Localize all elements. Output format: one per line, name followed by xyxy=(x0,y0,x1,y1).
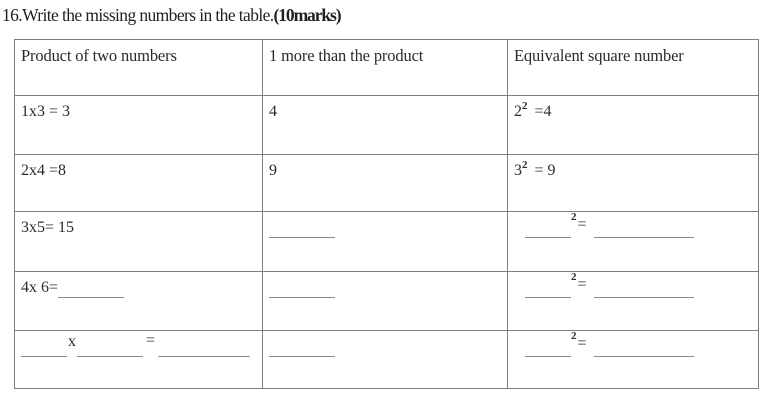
answer-blank-one-more-row5[interactable] xyxy=(269,344,335,357)
cell-product-row2: 2x4 =8 xyxy=(14,154,263,212)
product-expression-row4: 4x 6= xyxy=(21,279,59,296)
answer-blank-factor1-row5[interactable] xyxy=(21,344,67,357)
one-more-answer-row3 xyxy=(269,218,507,238)
header-cell-square: Equivalent square number xyxy=(507,39,759,96)
answer-blank-square-value-row5[interactable] xyxy=(593,344,694,357)
question-number: 16. xyxy=(2,5,23,25)
cell-one-more-row4 xyxy=(262,271,508,331)
missing-numbers-table: Product of two numbers 1 more than the p… xyxy=(14,39,759,389)
cell-square-row4: 2= xyxy=(507,271,759,331)
header-cell-one-more: 1 more than the product xyxy=(262,39,508,96)
answer-blank-factor2-row5[interactable] xyxy=(77,344,143,357)
square-exponent-row4: 2 xyxy=(571,270,577,283)
answer-blank-square-value-row3[interactable] xyxy=(593,225,694,238)
square-exponent-row1: 2 xyxy=(522,99,528,112)
question-heading: 16.Write the missing numbers in the tabl… xyxy=(2,4,742,28)
answer-blank-one-more-row3[interactable] xyxy=(269,225,335,238)
answer-blank-square-value-row4[interactable] xyxy=(593,285,694,298)
header-label-product: Product of two numbers xyxy=(21,46,177,65)
square-base-row2: 3 xyxy=(514,162,522,179)
cell-square-row2: 32 = 9 xyxy=(507,154,759,212)
question-marks: (10marks) xyxy=(273,5,342,25)
square-exponent-row3: 2 xyxy=(571,210,577,223)
cell-one-more-row3 xyxy=(262,211,508,272)
product-value-row4: 4x 6= xyxy=(21,278,262,298)
answer-blank-square-base-row5[interactable] xyxy=(525,344,571,357)
header-label-one-more: 1 more than the product xyxy=(269,46,424,65)
answer-blank-one-more-row4[interactable] xyxy=(269,285,335,298)
one-more-answer-row4 xyxy=(269,278,507,298)
square-expression-row4: 2= xyxy=(514,271,758,298)
header-label-square: Equivalent square number xyxy=(514,46,684,65)
equals-operator-row5: = xyxy=(146,332,156,349)
square-expression-row3: 2= xyxy=(514,211,758,238)
product-answer-row5: x = xyxy=(21,332,262,357)
table-row: 4x 6= 2= xyxy=(14,271,759,331)
product-value-row1: 1x3 = 3 xyxy=(21,103,71,120)
table-row: 2x4 =8 9 32 = 9 xyxy=(14,154,759,212)
square-expression-row2: 32 = 9 xyxy=(514,158,758,181)
cell-product-row1: 1x3 = 3 xyxy=(14,95,263,155)
header-cell-product: Product of two numbers xyxy=(14,39,263,96)
table-header-row: Product of two numbers 1 more than the p… xyxy=(14,39,759,96)
multiplication-operator-row5: x xyxy=(68,333,76,350)
one-more-answer-row5 xyxy=(269,337,507,357)
cell-one-more-row2: 9 xyxy=(262,154,508,212)
answer-blank-product-row5[interactable] xyxy=(158,344,251,357)
answer-blank-product-row4[interactable] xyxy=(58,285,125,298)
answer-blank-square-base-row3[interactable] xyxy=(525,225,571,238)
square-base-row1: 2 xyxy=(514,103,522,120)
square-equals-row4: = xyxy=(577,276,587,293)
cell-one-more-row1: 4 xyxy=(262,95,508,155)
cell-product-row4: 4x 6= xyxy=(14,271,263,331)
question-text: Write the missing numbers in the table. xyxy=(22,5,274,25)
cell-one-more-row5 xyxy=(262,330,508,389)
one-more-value-row1: 4 xyxy=(269,103,277,120)
product-value-row3: 3x5= 15 xyxy=(21,219,75,236)
cell-square-row5: 2= xyxy=(507,330,759,389)
product-value-row2: 2x4 =8 xyxy=(21,162,67,179)
square-exponent-row5: 2 xyxy=(571,329,577,342)
square-equals-row5: = xyxy=(577,335,587,352)
table-row: x = 2= xyxy=(14,330,759,389)
cell-square-row1: 22 =4 xyxy=(507,95,759,155)
square-exponent-row2: 2 xyxy=(522,158,528,171)
square-equals-row2: = 9 xyxy=(534,162,556,179)
square-expression-row1: 22 =4 xyxy=(514,99,758,122)
cell-product-row5: x = xyxy=(14,330,263,389)
answer-blank-square-base-row4[interactable] xyxy=(525,285,571,298)
square-equals-row3: = xyxy=(577,216,587,233)
square-expression-row5: 2= xyxy=(514,330,758,357)
table-row: 1x3 = 3 4 22 =4 xyxy=(14,95,759,155)
cell-product-row3: 3x5= 15 xyxy=(14,211,263,272)
table-row: 3x5= 15 2= xyxy=(14,211,759,272)
cell-square-row3: 2= xyxy=(507,211,759,272)
one-more-value-row2: 9 xyxy=(269,162,277,179)
square-equals-row1: =4 xyxy=(534,103,552,120)
